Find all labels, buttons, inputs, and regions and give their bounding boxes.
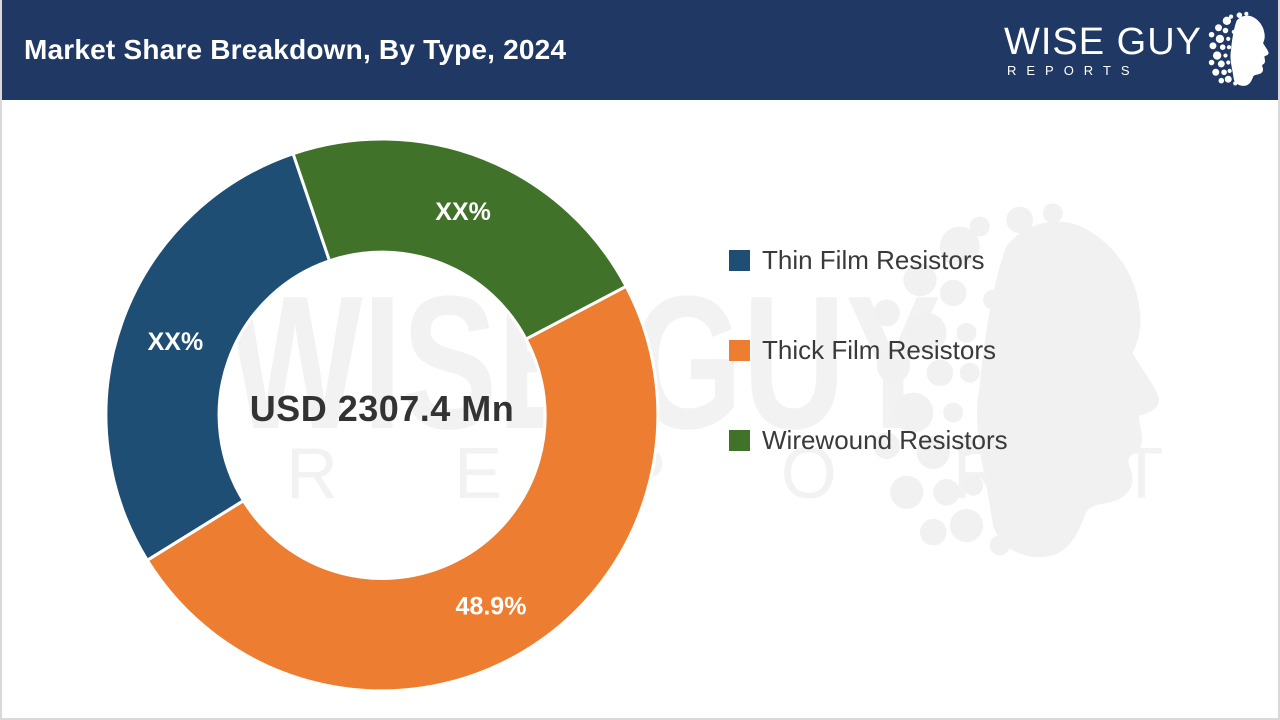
page-title: Market Share Breakdown, By Type, 2024: [24, 34, 567, 65]
donut-segment-2[interactable]: [291, 137, 628, 341]
donut-chart: XX% 48.9% XX%: [104, 137, 660, 693]
slice-value-label: XX%: [148, 328, 204, 356]
slice-value-label: XX%: [435, 198, 491, 226]
brand-head-icon: [1208, 11, 1269, 86]
brand-subtitle: REPORTS: [1006, 63, 1140, 78]
brand-logo: WISE GUY REPORTS: [1004, 11, 1270, 89]
legend-swatch-orange: [729, 339, 750, 361]
slice-value-label: 48.9%: [456, 592, 527, 620]
chart-legend: Thin Film Resistors Thick Film Resistors…: [729, 244, 1008, 516]
legend-swatch-green: [729, 429, 750, 451]
legend-item-wirewound[interactable]: Wirewound Resistors: [729, 424, 1008, 455]
brand-name: WISE GUY: [1003, 21, 1202, 63]
legend-label: Wirewound Resistors: [762, 424, 1008, 455]
brand-logo-text: WISE GUY REPORTS: [1004, 23, 1202, 77]
donut-segment-0[interactable]: [104, 152, 331, 562]
legend-item-thick-film[interactable]: Thick Film Resistors: [729, 334, 1008, 365]
donut-segment-1[interactable]: [145, 284, 660, 693]
chart-center-value: USD 2307.4 Mn: [249, 388, 515, 429]
header: Market Share Breakdown, By Type, 2024 WI…: [2, 0, 1278, 100]
legend-label: Thin Film Resistors: [762, 244, 985, 275]
legend-swatch-blue: [729, 249, 750, 271]
legend-label: Thick Film Resistors: [762, 334, 997, 365]
legend-item-thin-film[interactable]: Thin Film Resistors: [729, 244, 1008, 275]
